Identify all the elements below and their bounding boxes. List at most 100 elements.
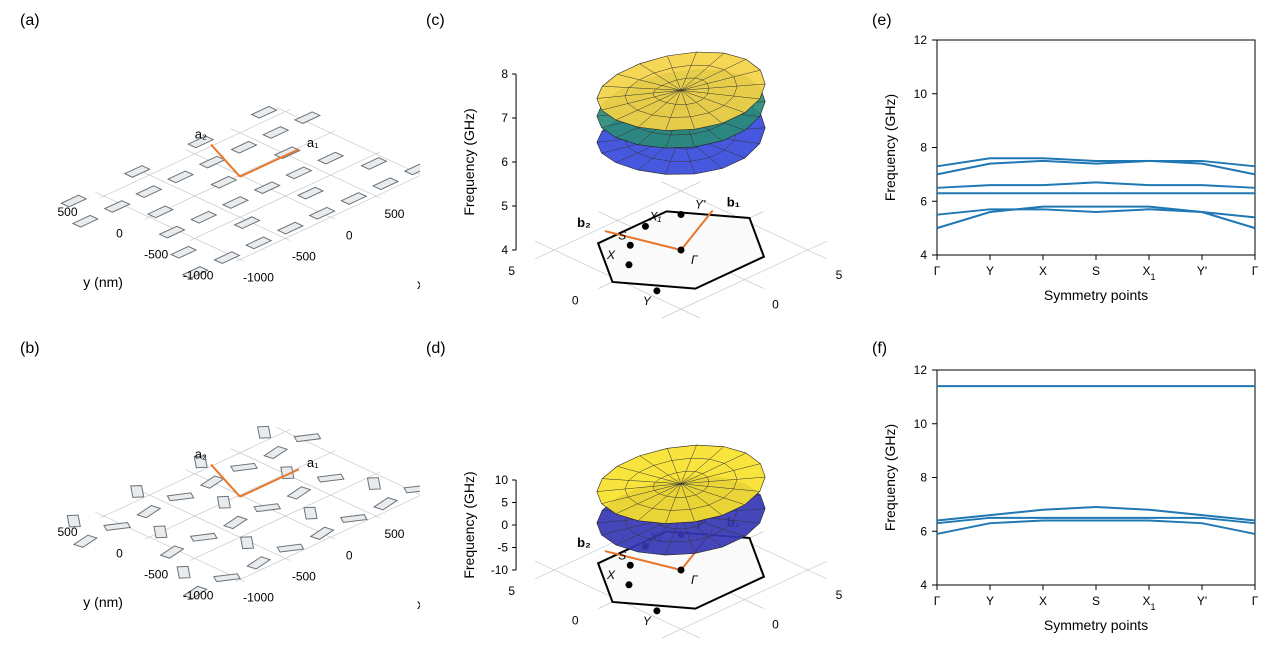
svg-text:b₂: b₂ <box>577 535 591 550</box>
svg-text:5: 5 <box>836 588 843 602</box>
svg-text:X: X <box>606 248 616 262</box>
svg-text:8: 8 <box>920 141 927 155</box>
svg-text:0: 0 <box>346 548 353 562</box>
panel-a: a₁a₂-1000-50005001000x (nm)-1000-5000500… <box>20 20 420 320</box>
svg-text:6: 6 <box>501 155 508 169</box>
svg-text:a₂: a₂ <box>195 127 207 142</box>
svg-text:x (nm): x (nm) <box>417 276 420 292</box>
svg-text:12: 12 <box>914 33 928 47</box>
svg-text:Symmetry points: Symmetry points <box>1044 287 1148 303</box>
svg-text:Γ: Γ <box>1252 594 1259 608</box>
svg-text:-500: -500 <box>144 568 168 582</box>
svg-text:500: 500 <box>57 205 77 219</box>
svg-text:X1: X1 <box>1142 264 1155 282</box>
svg-text:0: 0 <box>346 228 353 242</box>
svg-text:Y': Y' <box>1197 264 1207 278</box>
svg-text:-10: -10 <box>491 563 509 577</box>
svg-text:Γ: Γ <box>691 253 699 267</box>
svg-text:-500: -500 <box>144 248 168 262</box>
svg-text:-500: -500 <box>292 250 316 264</box>
svg-text:0: 0 <box>501 518 508 532</box>
svg-text:-1000: -1000 <box>243 271 274 285</box>
svg-text:-1000: -1000 <box>243 591 274 605</box>
svg-text:5: 5 <box>508 584 515 598</box>
svg-text:Frequency (GHz): Frequency (GHz) <box>882 424 898 531</box>
panel-d: b₁b₂ΓYXSX₁Y'-10-50510Frequency (GHz)-505… <box>426 340 856 640</box>
svg-text:Y': Y' <box>1197 594 1207 608</box>
svg-text:Γ: Γ <box>1252 264 1259 278</box>
svg-text:0: 0 <box>572 613 579 627</box>
svg-text:12: 12 <box>914 363 928 377</box>
svg-text:500: 500 <box>57 525 77 539</box>
label-e: (e) <box>872 12 892 30</box>
svg-text:7: 7 <box>501 111 508 125</box>
svg-text:S: S <box>618 228 626 242</box>
svg-text:S: S <box>1092 594 1100 608</box>
svg-text:S: S <box>618 548 626 562</box>
svg-text:Symmetry points: Symmetry points <box>1044 617 1148 633</box>
svg-text:y (nm): y (nm) <box>83 594 123 610</box>
svg-text:a₁: a₁ <box>307 455 319 470</box>
panel-e: 4 6 8 10 12 Frequency (GHz) Γ Y X S X1 Y' Γ Symmetry … <box>875 30 1270 310</box>
svg-text:5: 5 <box>836 268 843 282</box>
bz-surfaces-c-svg: b₁b₂ΓYXSX₁Y'45678Frequency (GHz)-505-505… <box>426 20 856 320</box>
svg-text:Γ: Γ <box>934 594 941 608</box>
svg-text:500: 500 <box>384 527 404 541</box>
svg-text:X₁: X₁ <box>648 209 661 223</box>
bz-surfaces-d-svg: b₁b₂ΓYXSX₁Y'-10-50510Frequency (GHz)-505… <box>426 340 856 640</box>
panel-f: 4 6 8 10 12 Frequency (GHz) Γ Y X S X1 Y' Γ Symmetry … <box>875 360 1270 640</box>
svg-text:-1000: -1000 <box>183 589 214 603</box>
svg-text:8: 8 <box>920 471 927 485</box>
svg-text:y (nm): y (nm) <box>83 274 123 290</box>
svg-text:Y: Y <box>643 294 652 308</box>
figure-root: (a) (b) (c) (d) (e) (f) a₁a₂-1000-500050… <box>0 0 1286 656</box>
svg-text:-5: -5 <box>497 541 508 555</box>
svg-text:-500: -500 <box>292 570 316 584</box>
svg-text:4: 4 <box>501 243 508 257</box>
svg-text:0: 0 <box>772 297 779 311</box>
svg-text:8: 8 <box>501 67 508 81</box>
svg-text:10: 10 <box>914 417 928 431</box>
svg-text:X: X <box>1039 594 1047 608</box>
svg-text:0: 0 <box>572 293 579 307</box>
bands-e-svg: 4 6 8 10 12 Frequency (GHz) Γ Y X S X1 Y' Γ Symmetry … <box>875 30 1270 310</box>
lattice-a-svg: a₁a₂-1000-50005001000x (nm)-1000-5000500… <box>20 20 420 320</box>
svg-text:Frequency (GHz): Frequency (GHz) <box>882 94 898 201</box>
svg-text:X: X <box>606 568 616 582</box>
label-f: (f) <box>872 340 887 358</box>
svg-text:a₂: a₂ <box>195 447 207 462</box>
svg-text:5: 5 <box>501 199 508 213</box>
svg-text:X1: X1 <box>1142 594 1155 612</box>
svg-text:a₁: a₁ <box>307 135 319 150</box>
svg-text:5: 5 <box>501 496 508 510</box>
svg-text:-1000: -1000 <box>183 269 214 283</box>
svg-text:Γ: Γ <box>691 573 699 587</box>
svg-text:4: 4 <box>920 578 927 592</box>
svg-text:Y': Y' <box>695 198 706 212</box>
panel-b: a₁a₂-1000-50005001000x (nm)-1000-5000500… <box>20 340 420 640</box>
svg-text:Frequency (GHz): Frequency (GHz) <box>461 471 477 578</box>
svg-text:b₂: b₂ <box>577 215 591 230</box>
svg-text:Y: Y <box>986 264 994 278</box>
svg-text:Y: Y <box>643 614 652 628</box>
svg-text:0: 0 <box>116 226 123 240</box>
svg-text:10: 10 <box>914 87 928 101</box>
svg-text:x (nm): x (nm) <box>417 596 420 612</box>
svg-text:Γ: Γ <box>934 264 941 278</box>
svg-text:10: 10 <box>495 473 509 487</box>
svg-text:5: 5 <box>508 264 515 278</box>
svg-text:0: 0 <box>772 617 779 631</box>
panel-c: b₁b₂ΓYXSX₁Y'45678Frequency (GHz)-505-505… <box>426 20 856 320</box>
svg-text:0: 0 <box>116 546 123 560</box>
lattice-b-svg: a₁a₂-1000-50005001000x (nm)-1000-5000500… <box>20 340 420 640</box>
svg-text:b₁: b₁ <box>727 194 740 209</box>
bands-f-svg: 4 6 8 10 12 Frequency (GHz) Γ Y X S X1 Y' Γ Symmetry … <box>875 360 1270 640</box>
svg-text:4: 4 <box>920 248 927 262</box>
svg-text:Frequency (GHz): Frequency (GHz) <box>461 108 477 215</box>
svg-text:500: 500 <box>384 207 404 221</box>
svg-text:Y: Y <box>986 594 994 608</box>
svg-text:X: X <box>1039 264 1047 278</box>
svg-text:6: 6 <box>920 524 927 538</box>
svg-text:6: 6 <box>920 194 927 208</box>
svg-text:S: S <box>1092 264 1100 278</box>
